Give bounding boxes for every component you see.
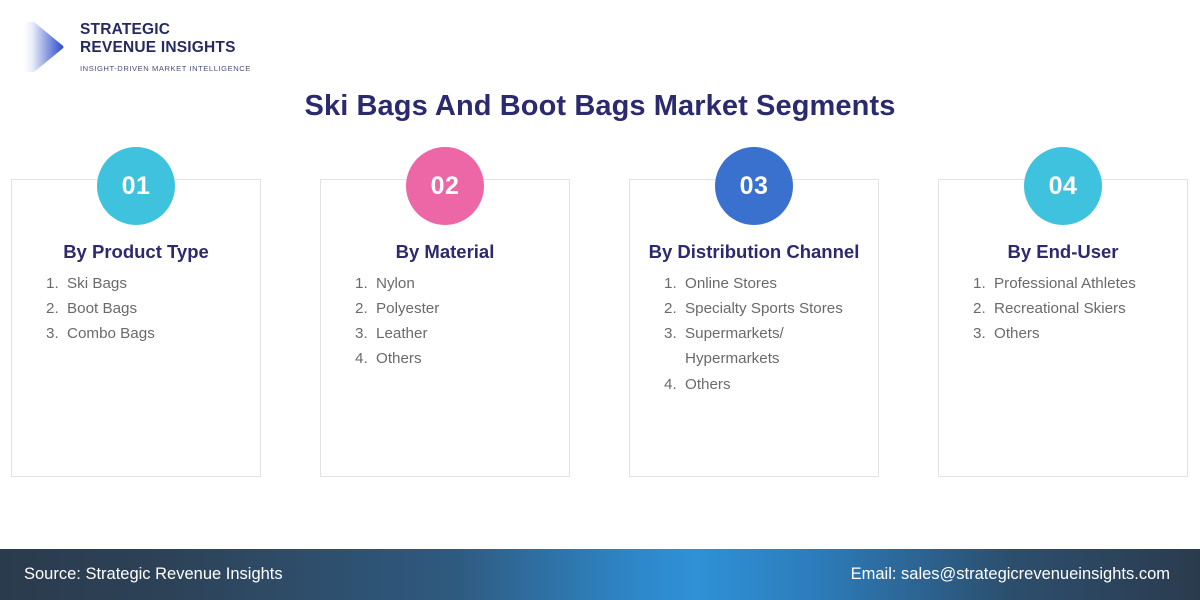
footer-bar: Source: Strategic Revenue Insights Email…: [0, 549, 1200, 600]
list-item: Others: [355, 346, 422, 371]
list-item: Polyester: [355, 296, 440, 321]
segment-number-badge-04: 04: [1024, 147, 1102, 225]
segment-heading-end-user: By End-User: [1007, 241, 1119, 262]
footer-email[interactable]: Email: sales@strategicrevenueinsights.co…: [850, 565, 1170, 583]
segment-number-badge-02: 02: [406, 147, 484, 225]
list-item: Ski Bags: [46, 271, 127, 296]
list-item: Leather: [355, 321, 428, 346]
logo-company-name: STRATEGIC REVENUE INSIGHTS: [80, 21, 236, 56]
segment-card-end-user: 04 By End-User Professional Athletes Rec…: [938, 147, 1188, 477]
segment-list-distribution-channel: Online Stores Specialty Sports Stores Su…: [642, 271, 866, 397]
segment-list-end-user: Professional Athletes Recreational Skier…: [951, 271, 1175, 347]
segment-card-distribution-channel: 03 By Distribution Channel Online Stores…: [629, 147, 879, 477]
list-item: Nylon: [355, 271, 415, 296]
segment-heading-distribution-channel: By Distribution Channel: [648, 241, 860, 262]
brand-logo: STRATEGIC REVENUE INSIGHTS INSIGHT-DRIVE…: [20, 16, 251, 78]
segment-heading-product-type: By Product Type: [63, 241, 209, 262]
chevron-arrow-logo-icon: [20, 16, 74, 78]
list-item: Online Stores: [664, 271, 778, 296]
list-item: Recreational Skiers: [973, 296, 1126, 321]
segment-card-material: 02 By Material Nylon Polyester Leather O…: [320, 147, 570, 477]
segment-list-product-type: Ski Bags Boot Bags Combo Bags: [24, 271, 248, 347]
list-item: Others: [664, 372, 731, 397]
segment-list-material: Nylon Polyester Leather Others: [333, 271, 557, 372]
footer-source: Source: Strategic Revenue Insights: [24, 565, 283, 583]
segment-card-product-type: 01 By Product Type Ski Bags Boot Bags Co…: [11, 147, 261, 477]
list-item: Supermarkets/ Hypermarkets: [664, 321, 784, 368]
segment-heading-material: By Material: [395, 241, 495, 262]
list-item: Professional Athletes: [973, 271, 1136, 296]
list-item: Others: [973, 321, 1040, 346]
list-item: Combo Bags: [46, 321, 155, 346]
list-item: Specialty Sports Stores: [664, 296, 843, 321]
logo-tagline: INSIGHT-DRIVEN MARKET INTELLIGENCE: [80, 64, 251, 73]
page-title: Ski Bags And Boot Bags Market Segments: [304, 90, 896, 122]
segment-number-badge-03: 03: [715, 147, 793, 225]
segment-number-badge-01: 01: [97, 147, 175, 225]
list-item: Boot Bags: [46, 296, 138, 321]
segment-card-row: 01 By Product Type Ski Bags Boot Bags Co…: [11, 147, 1190, 477]
